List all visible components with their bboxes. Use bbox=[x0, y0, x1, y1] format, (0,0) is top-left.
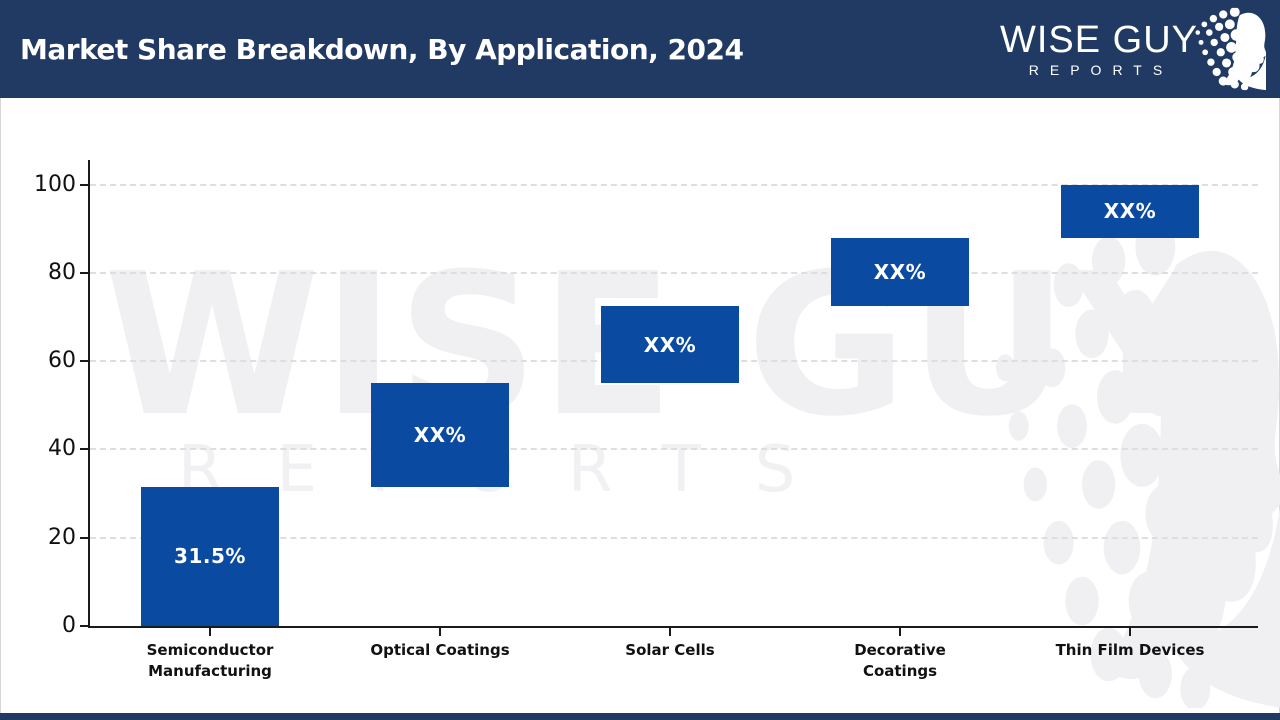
bar-value-label: XX% bbox=[1103, 199, 1157, 224]
y-axis-tick-mark bbox=[80, 625, 88, 627]
bar-value-label: XX% bbox=[873, 259, 927, 284]
logo-text: WISE GUY REPORTS bbox=[1000, 20, 1198, 78]
plot-area: 0 20 40 60 80 100 31.5% Semiconductor Manufactur… bbox=[0, 98, 1280, 713]
gridline-80 bbox=[90, 271, 1258, 274]
logo-reports-text: REPORTS bbox=[1028, 62, 1174, 78]
x-axis-tick-mark bbox=[1129, 628, 1131, 636]
x-axis-category-label: Thin Film Devices bbox=[1055, 641, 1205, 659]
bar-value-label: 31.5% bbox=[174, 544, 246, 569]
bar-value-label: XX% bbox=[413, 423, 467, 448]
bar-thin-film-devices: XX% bbox=[1061, 184, 1199, 238]
bar-solar-cells: XX% bbox=[601, 305, 739, 384]
y-axis-spine bbox=[88, 160, 90, 628]
bar-semiconductor-manufacturing: 31.5% bbox=[141, 486, 279, 626]
chart-title: Market Share Breakdown, By Application, … bbox=[20, 32, 744, 66]
gridline-40 bbox=[90, 448, 1258, 451]
bar-optical-coatings: XX% bbox=[371, 383, 509, 487]
y-axis-tick-label: 60 bbox=[48, 348, 76, 374]
y-axis-tick-label: 80 bbox=[48, 259, 76, 285]
x-axis-tick-mark bbox=[209, 628, 211, 636]
x-axis-spine bbox=[88, 626, 1258, 628]
gridline-100 bbox=[90, 183, 1258, 186]
y-axis-tick-mark bbox=[80, 183, 88, 186]
x-axis-category-label: Optical Coatings bbox=[370, 641, 510, 659]
y-axis-tick-mark bbox=[80, 448, 88, 451]
x-axis-tick-mark bbox=[439, 628, 441, 636]
bar-decorative-coatings: XX% bbox=[831, 237, 969, 306]
bar-value-label: XX% bbox=[643, 332, 697, 357]
wise-guy-reports-logo: WISE GUY REPORTS bbox=[1000, 6, 1266, 92]
gridline-20 bbox=[90, 536, 1258, 539]
x-axis-category-label: Solar Cells bbox=[625, 641, 715, 659]
logo-face-icon bbox=[1192, 7, 1266, 91]
y-axis-tick-mark bbox=[80, 360, 88, 363]
y-axis-tick-mark bbox=[80, 271, 88, 274]
y-axis-tick-label: 40 bbox=[48, 436, 76, 462]
x-axis-category-label: Semiconductor Manufacturing bbox=[146, 641, 274, 680]
footer-band bbox=[0, 713, 1280, 720]
y-axis-tick-label: 0 bbox=[62, 613, 76, 638]
x-axis-category-label: Decorative Coatings bbox=[854, 641, 946, 680]
header-band: Market Share Breakdown, By Application, … bbox=[0, 0, 1280, 98]
x-axis-tick-mark bbox=[899, 628, 901, 636]
y-axis-tick-label: 20 bbox=[48, 524, 76, 550]
x-axis-tick-mark bbox=[669, 628, 671, 636]
logo-wordmark: WISE GUY bbox=[999, 19, 1198, 61]
y-axis-tick-label: 100 bbox=[34, 171, 76, 197]
y-axis-tick-mark bbox=[80, 536, 88, 539]
